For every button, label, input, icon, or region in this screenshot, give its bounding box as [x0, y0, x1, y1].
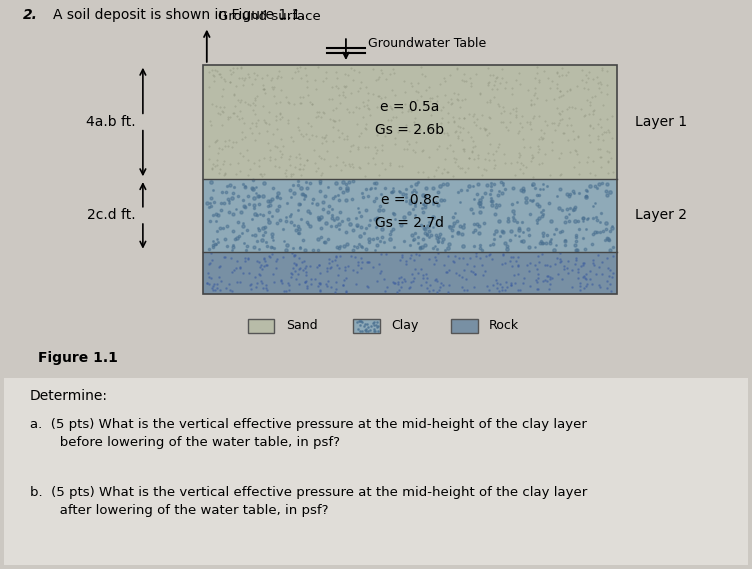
Text: b.  (5 pts) What is the vertical effective pressure at the mid-height of the cla: b. (5 pts) What is the vertical effectiv… [30, 486, 587, 517]
Text: Gs = 2.7d: Gs = 2.7d [375, 216, 444, 230]
Bar [203, 65, 617, 294]
Text: Layer 1: Layer 1 [635, 115, 687, 129]
Bar [353, 319, 380, 333]
Text: Layer 2: Layer 2 [635, 208, 687, 222]
Text: 2c.d ft.: 2c.d ft. [86, 208, 135, 222]
Text: Sand: Sand [286, 319, 317, 332]
Text: Ground surface: Ground surface [218, 10, 321, 23]
Text: e = 0.5a: e = 0.5a [381, 100, 439, 114]
Text: Determine:: Determine: [30, 389, 108, 403]
Text: Figure 1.1: Figure 1.1 [38, 351, 117, 365]
Bar [203, 251, 617, 294]
Text: The shallow groundwater table is initially at the ground surface, was lowered to: The shallow groundwater table is initial… [38, 397, 596, 447]
Text: 4a.b ft.: 4a.b ft. [86, 115, 135, 129]
Text: Clay: Clay [391, 319, 418, 332]
Text: Groundwater Table: Groundwater Table [368, 38, 487, 50]
Text: Gs = 2.6b: Gs = 2.6b [375, 122, 444, 137]
Text: A soil deposit is shown in Figure 1.1.: A soil deposit is shown in Figure 1.1. [53, 7, 305, 22]
Bar [203, 65, 617, 179]
Text: Rock: Rock [489, 319, 519, 332]
Text: a.  (5 pts) What is the vertical effective pressure at the mid-height of the cla: a. (5 pts) What is the vertical effectiv… [30, 418, 587, 449]
Text: e = 0.8c: e = 0.8c [381, 193, 439, 207]
Bar [203, 179, 617, 251]
Bar [451, 319, 478, 333]
Bar [248, 319, 274, 333]
Text: 2.: 2. [23, 7, 38, 22]
